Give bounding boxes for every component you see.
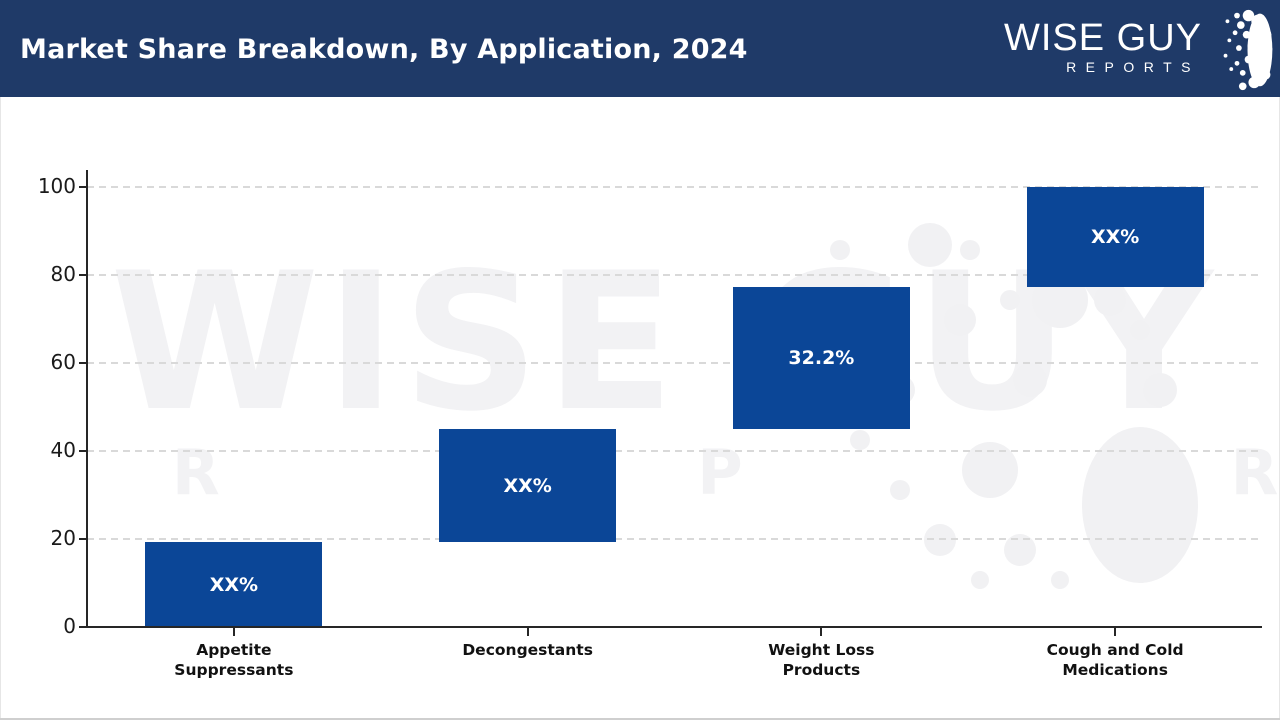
category-label-line: Suppressants [174, 661, 294, 679]
y-tick-label: 80 [50, 262, 76, 286]
bar-value-label: 32.2% [788, 347, 855, 370]
y-tick-label: 20 [50, 526, 76, 550]
bar-3: 32.2% [732, 287, 910, 429]
category-label: Decongestants [408, 640, 648, 660]
bar-4: XX% [1026, 187, 1204, 288]
gridline-40 [87, 450, 1262, 452]
header-bar: Market Share Breakdown, By Application, … [0, 0, 1280, 97]
category-label: Weight Loss Products [701, 640, 941, 680]
gridline-100 [87, 186, 1262, 188]
brand-logo: WISE GUY REPORTS [1004, 18, 1202, 76]
category-label: Appetite Suppressants [114, 640, 354, 680]
bar-value-label: XX% [1090, 226, 1140, 249]
gridline-60 [87, 362, 1262, 364]
y-axis-line [86, 170, 88, 628]
y-tick-mark [79, 626, 87, 628]
y-tick-label: 0 [63, 614, 76, 638]
gridline-80 [87, 274, 1262, 276]
bar-value-label: XX% [503, 474, 552, 497]
category-label-line: Decongestants [462, 641, 593, 659]
page-title: Market Share Breakdown, By Application, … [20, 34, 748, 65]
brand-logo-subtitle: REPORTS [1066, 59, 1200, 75]
bar-1: XX% [145, 542, 323, 627]
x-tick-mark [1114, 628, 1117, 636]
category-label-line: Appetite [196, 641, 272, 659]
y-tick-mark [79, 450, 87, 452]
y-tick-mark [79, 274, 87, 276]
category-label: Cough and Cold Medications [995, 640, 1235, 680]
y-tick-mark [79, 538, 87, 540]
x-axis-line [86, 626, 1262, 628]
y-tick-label: 40 [50, 438, 76, 462]
brand-head-icon [1223, 9, 1273, 91]
category-label-line: Cough and Cold [1046, 641, 1184, 659]
brand-logo-wordmark: WISE GUY [1003, 17, 1202, 59]
category-label-line: Medications [1062, 661, 1168, 679]
gridline-20 [87, 538, 1262, 540]
x-tick-mark [232, 628, 235, 636]
category-label-line: Weight Loss [768, 641, 875, 659]
bar-2: XX% [439, 429, 617, 543]
bar-value-label: XX% [209, 573, 259, 596]
x-tick-mark [820, 628, 823, 636]
y-tick-label: 100 [37, 174, 76, 198]
category-label-line: Products [782, 661, 861, 679]
y-tick-label: 60 [50, 350, 76, 374]
y-tick-mark [79, 362, 87, 364]
x-tick-mark [526, 628, 529, 636]
y-tick-mark [79, 186, 87, 188]
